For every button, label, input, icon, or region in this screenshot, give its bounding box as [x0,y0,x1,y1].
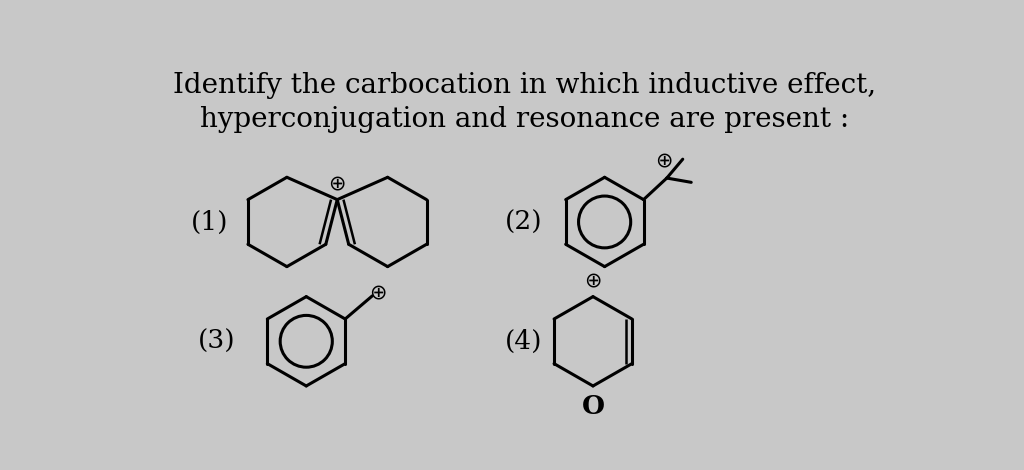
Text: (1): (1) [190,210,228,235]
Text: $\oplus$: $\oplus$ [655,151,673,171]
Text: hyperconjugation and resonance are present :: hyperconjugation and resonance are prese… [200,106,850,133]
Text: (4): (4) [505,329,542,354]
Text: $\oplus$: $\oplus$ [329,174,346,194]
Text: $\oplus$: $\oplus$ [585,271,602,291]
Text: $\oplus$: $\oplus$ [369,283,386,304]
Text: (2): (2) [505,210,542,235]
Text: O: O [582,394,604,419]
Text: Identify the carbocation in which inductive effect,: Identify the carbocation in which induct… [173,72,877,99]
Text: (3): (3) [199,329,236,354]
